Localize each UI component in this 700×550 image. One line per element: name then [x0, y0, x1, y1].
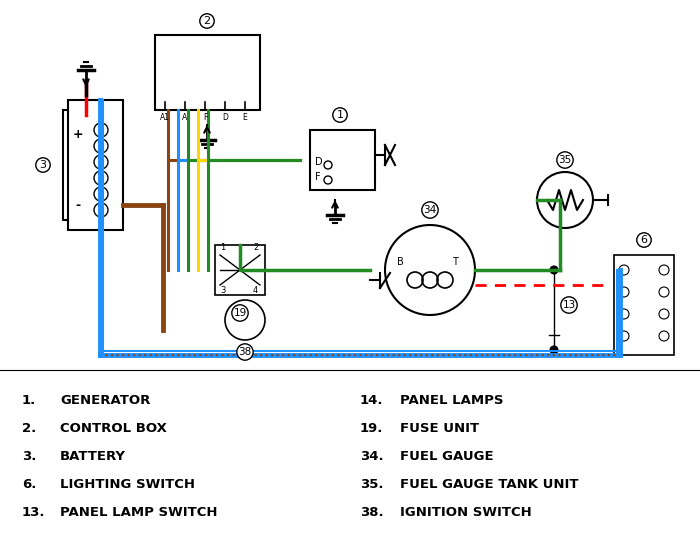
Bar [310, 130, 375, 190]
Text: 1: 1 [220, 243, 225, 252]
Bar [614, 255, 674, 355]
Text: 1.: 1. [22, 393, 36, 406]
Text: +: + [73, 129, 83, 141]
Text: 1: 1 [337, 110, 344, 120]
Text: 35.: 35. [360, 477, 384, 491]
Text: 2: 2 [253, 243, 258, 252]
Text: B: B [397, 257, 403, 267]
Text: PANEL LAMPS: PANEL LAMPS [400, 393, 503, 406]
Text: -: - [76, 199, 80, 212]
Text: 38: 38 [239, 347, 251, 357]
Text: 2.: 2. [22, 421, 36, 434]
Text: FUEL GAUGE TANK UNIT: FUEL GAUGE TANK UNIT [400, 477, 578, 491]
Circle shape [550, 266, 558, 274]
Text: 3.: 3. [22, 449, 36, 463]
Text: 2: 2 [204, 16, 211, 26]
Text: D: D [222, 113, 228, 123]
Text: 14.: 14. [360, 393, 384, 406]
Bar [215, 245, 265, 295]
Text: 35: 35 [559, 155, 572, 165]
Text: 6: 6 [640, 235, 648, 245]
Text: 19.: 19. [360, 421, 384, 434]
Text: F: F [203, 113, 207, 123]
Text: IGNITION SWITCH: IGNITION SWITCH [400, 505, 532, 519]
Circle shape [550, 346, 558, 354]
Text: GENERATOR: GENERATOR [60, 393, 150, 406]
Bar [155, 35, 260, 110]
Text: 3: 3 [220, 286, 225, 295]
Text: F: F [315, 172, 321, 182]
Text: 13: 13 [562, 300, 575, 310]
Text: E: E [243, 113, 247, 123]
Text: 13.: 13. [22, 505, 46, 519]
Text: 4: 4 [253, 286, 258, 295]
Text: CONTROL BOX: CONTROL BOX [60, 421, 167, 434]
Text: LIGHTING SWITCH: LIGHTING SWITCH [60, 477, 195, 491]
Text: 34.: 34. [360, 449, 384, 463]
Text: 3: 3 [39, 160, 46, 170]
Text: T: T [452, 257, 458, 267]
Bar [68, 100, 123, 230]
Text: 6.: 6. [22, 477, 36, 491]
Text: D: D [315, 157, 323, 167]
Text: FUEL GAUGE: FUEL GAUGE [400, 449, 494, 463]
Text: A1: A1 [160, 113, 170, 123]
Text: A: A [183, 113, 188, 123]
Text: BATTERY: BATTERY [60, 449, 126, 463]
Text: FUSE UNIT: FUSE UNIT [400, 421, 479, 434]
Text: 19: 19 [233, 308, 246, 318]
Text: PANEL LAMP SWITCH: PANEL LAMP SWITCH [60, 505, 218, 519]
Text: 34: 34 [424, 205, 437, 215]
Text: 38.: 38. [360, 505, 384, 519]
